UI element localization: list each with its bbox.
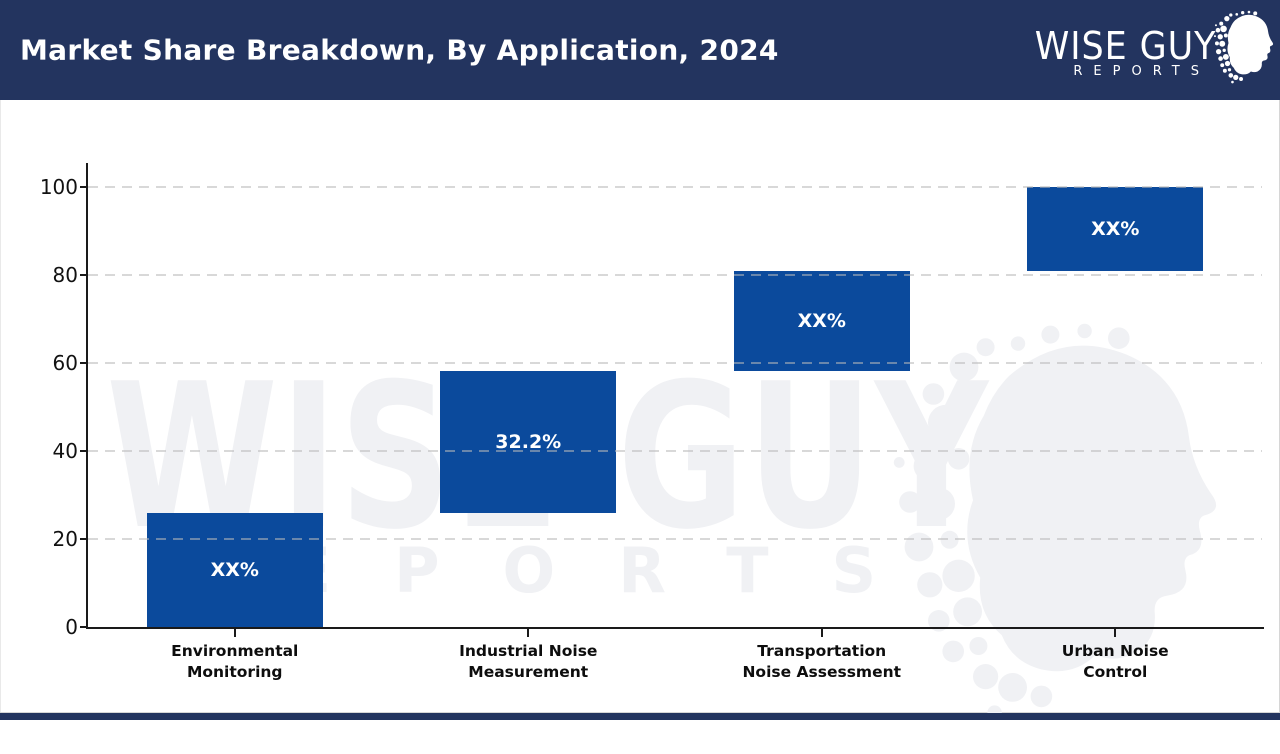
x-axis-line [86,627,1264,629]
brand-logo: WISE GUY REPORTS [1020,0,1280,100]
gridline-100 [88,186,1262,188]
x-axis-category-label: Environmental Monitoring [171,642,299,681]
y-axis-tick-label: 60 [52,351,78,375]
y-axis-tick [80,626,88,628]
brand-name: WISE GUY [1034,24,1216,68]
chart-page: Market Share Breakdown, By Application, … [0,0,1280,720]
gridline-40 [88,450,1262,452]
gridline-80 [88,274,1262,276]
y-axis-tick [80,362,88,364]
x-axis-tick [233,629,236,637]
wiseguy-face-icon [1212,6,1278,94]
x-axis-category-label: Transportation Noise Assessment [742,642,902,681]
waterfall-bar [1027,187,1204,271]
y-axis-tick-label: 0 [65,615,78,639]
y-axis-line [86,163,88,629]
x-axis-category-label: Urban Noise Control [1061,642,1169,681]
y-axis-tick-label: 20 [52,527,78,551]
bar-value-label: XX% [210,558,259,581]
waterfall-chart: 0 20 40 60 80 100 XX% Environmental Monitoring 32… [39,163,1264,681]
bar-value-label: XX% [797,309,846,332]
y-axis-tick [80,450,88,452]
y-axis-tick-label: 100 [39,175,78,199]
waterfall-bar [440,370,617,513]
x-axis-tick [527,629,530,637]
footer-bar [0,713,1280,720]
page-title: Market Share Breakdown, By Application, … [20,33,779,67]
y-axis-tick-label: 40 [52,439,78,463]
waterfall-bar [733,270,910,371]
y-axis-tick-label: 80 [52,263,78,287]
y-axis-tick [80,186,88,188]
y-axis-tick [80,274,88,276]
brand-subname: REPORTS [1073,64,1210,79]
waterfall-bar [146,512,323,627]
x-axis-tick [1114,629,1117,637]
y-axis-tick [80,538,88,540]
bar-value-label: XX% [1091,217,1140,240]
header: Market Share Breakdown, By Application, … [0,0,1280,100]
gridline-60 [88,362,1262,364]
gridline-20 [88,538,1262,540]
x-axis-category-label: Industrial Noise Measurement [459,642,598,681]
bar-value-label: 32.2% [495,430,562,453]
x-axis-tick [820,629,823,637]
